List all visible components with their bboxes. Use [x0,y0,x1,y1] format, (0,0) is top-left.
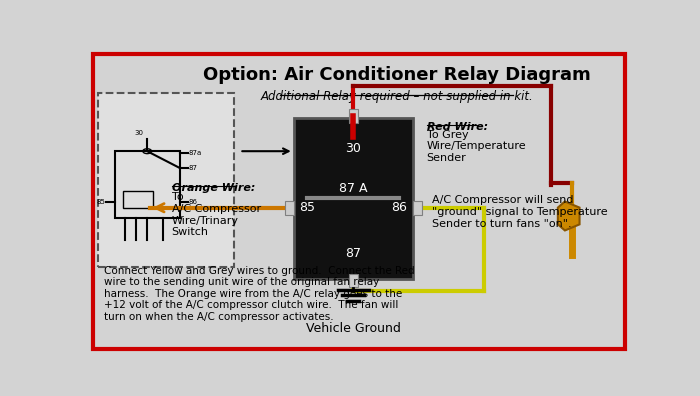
Text: A/C Compressor will send
"ground" signal to Temperature
Sender to turn fans "on": A/C Compressor will send "ground" signal… [432,195,608,228]
Text: 87 A: 87 A [339,182,368,195]
Bar [285,201,294,215]
Text: 87: 87 [189,165,198,171]
Bar [413,201,421,215]
Text: Red Wire:: Red Wire: [426,122,488,132]
Bar [349,274,358,287]
Text: Connect Yellow and Grey wires to ground.  Connect the Red
wire to the sending un: Connect Yellow and Grey wires to ground.… [104,266,414,322]
Text: Orange Wire:: Orange Wire: [172,183,255,193]
Bar [294,118,413,279]
Text: 85: 85 [299,201,315,214]
Bar [115,151,180,218]
Text: 87: 87 [345,247,361,260]
Bar [122,191,153,208]
Text: 86: 86 [391,201,407,214]
Polygon shape [558,202,580,230]
Text: To Grey
Wire/Temperature
Sender: To Grey Wire/Temperature Sender [426,130,526,163]
Text: Option: Air Conditioner Relay Diagram: Option: Air Conditioner Relay Diagram [203,66,591,84]
Text: 87a: 87a [189,150,202,156]
Text: Vehicle Ground: Vehicle Ground [306,322,401,335]
Text: Additional Relay required – not supplied in kit.: Additional Relay required – not supplied… [260,90,533,103]
Text: 30: 30 [345,142,361,155]
FancyBboxPatch shape [98,93,234,267]
Text: 86: 86 [189,198,198,204]
Text: 85: 85 [97,198,106,204]
Text: 30: 30 [134,130,144,136]
Text: To
A/C Compressor
Wire/Trinary
Switch: To A/C Compressor Wire/Trinary Switch [172,192,260,237]
Bar [349,109,358,123]
